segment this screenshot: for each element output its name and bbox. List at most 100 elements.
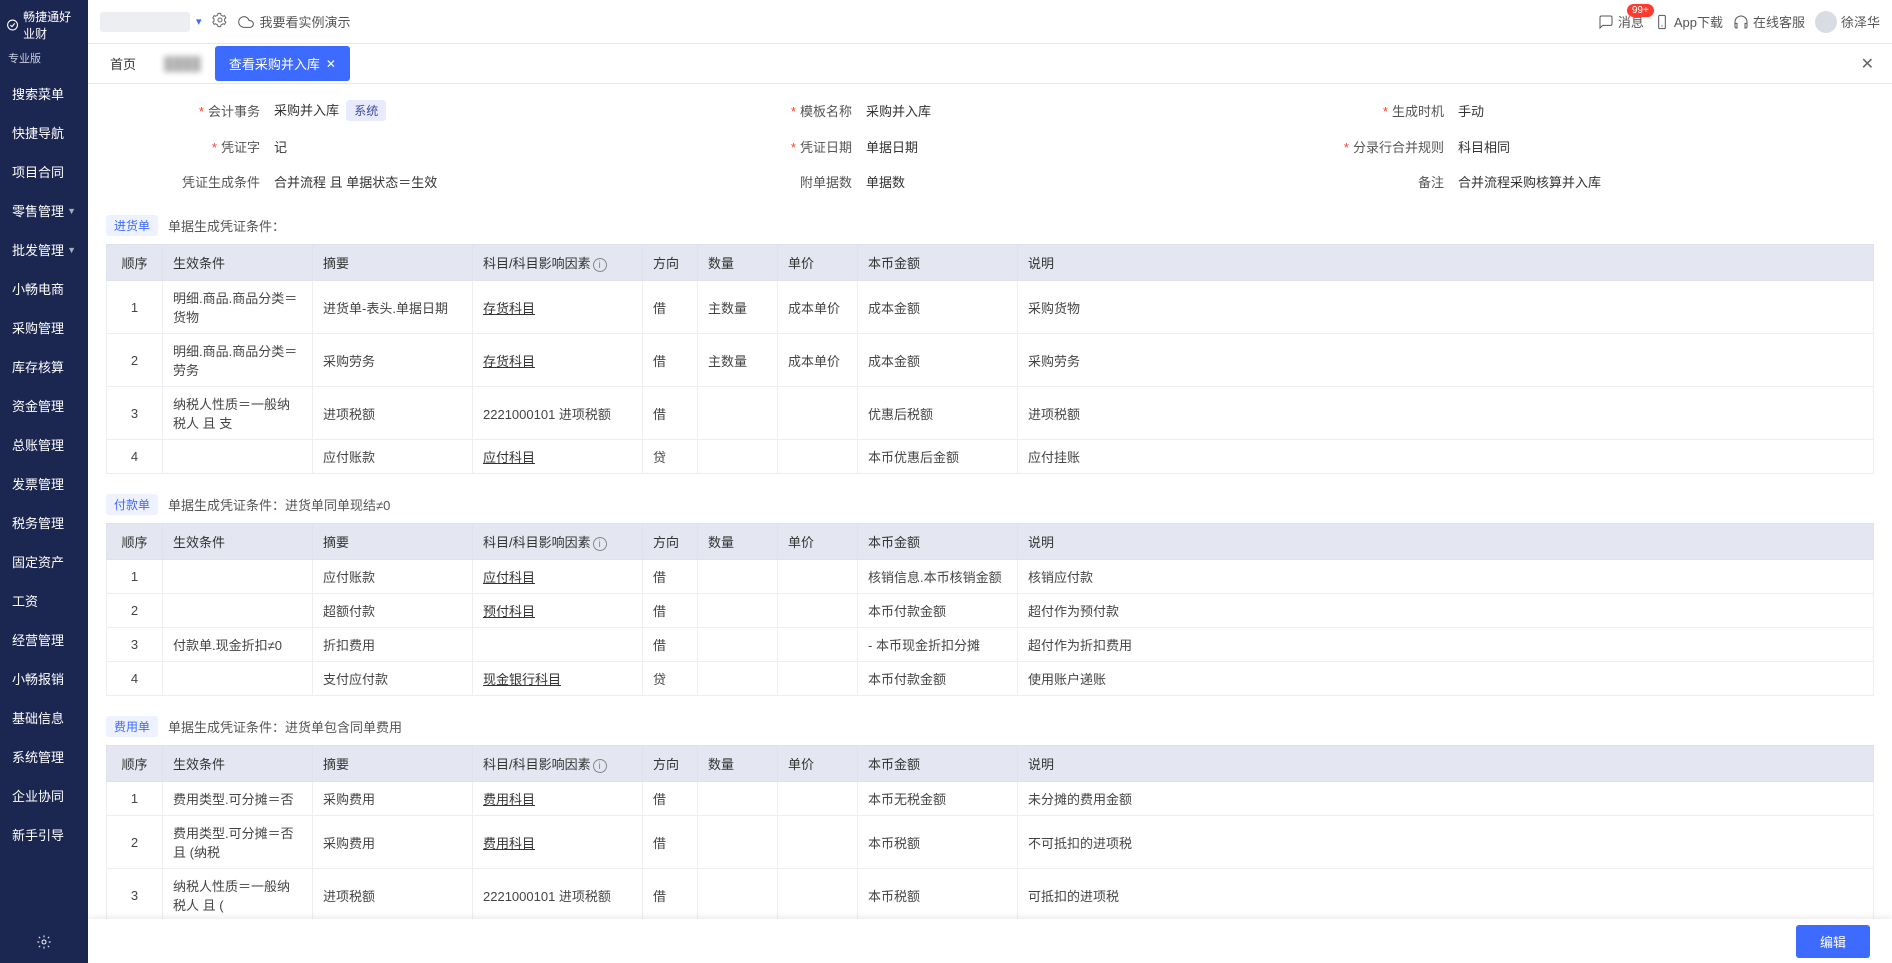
subject-link[interactable]: 应付科目: [483, 570, 535, 585]
sidebar-item-0[interactable]: 搜索菜单: [0, 74, 88, 113]
user-menu[interactable]: 徐泽华: [1815, 11, 1880, 33]
sidebar-item-label: 固定资产: [12, 552, 64, 571]
cell-summary: 应付账款: [313, 560, 473, 594]
subject-link[interactable]: 现金银行科目: [483, 672, 561, 687]
subject-link[interactable]: 应付科目: [483, 450, 535, 465]
sidebar-item-8[interactable]: 资金管理: [0, 386, 88, 425]
cell-cond: 付款单.现金折扣≠0: [163, 628, 313, 662]
cell-seq: 2: [107, 816, 163, 869]
cell-dir: 贷: [643, 662, 698, 696]
label-template: 模板名称: [698, 101, 858, 120]
cell-desc: 使用账户递账: [1018, 662, 1874, 696]
headset-icon: [1733, 14, 1749, 30]
messages[interactable]: 消息 99+: [1598, 12, 1644, 31]
subject-link[interactable]: 存货科目: [483, 301, 535, 316]
tab-redacted[interactable]: ████: [150, 48, 215, 79]
sidebar-item-14[interactable]: 经营管理: [0, 620, 88, 659]
footer-bar: 编辑: [88, 919, 1892, 963]
label-affair: 会计事务: [106, 101, 266, 120]
cell-dir: 借: [643, 628, 698, 662]
cell-cond: [163, 662, 313, 696]
cell-price: [778, 816, 858, 869]
sidebar-item-7[interactable]: 库存核算: [0, 347, 88, 386]
cell-amount: - 本币现金折扣分摊: [858, 628, 1018, 662]
sidebar-item-3[interactable]: 零售管理▼: [0, 191, 88, 230]
sidebar-item-15[interactable]: 小畅报销: [0, 659, 88, 698]
tab-active[interactable]: 查看采购并入库 ✕: [215, 46, 350, 81]
cell-cond: [163, 440, 313, 474]
message-icon: [1598, 14, 1614, 30]
section-cond: 单据生成凭证条件：进货单包含同单费用: [168, 717, 402, 736]
sidebar-item-18[interactable]: 企业协同: [0, 776, 88, 815]
sidebar-item-13[interactable]: 工资: [0, 581, 88, 620]
tab-active-label: 查看采购并入库: [229, 54, 320, 73]
cell-seq: 3: [107, 628, 163, 662]
cell-desc: 超付作为折扣费用: [1018, 628, 1874, 662]
sidebar-item-label: 项目合同: [12, 162, 64, 181]
label-voucher-date: 凭证日期: [698, 137, 858, 156]
cell-summary: 超额付款: [313, 594, 473, 628]
cell-summary: 应付账款: [313, 440, 473, 474]
col-subject: 科目/科目影响因素i: [473, 524, 643, 560]
close-all-tabs[interactable]: ✕: [1851, 48, 1884, 80]
cell-subject: [473, 628, 643, 662]
col-seq: 顺序: [107, 746, 163, 782]
col-qty: 数量: [698, 524, 778, 560]
subject-link[interactable]: 费用科目: [483, 792, 535, 807]
edit-button[interactable]: 编辑: [1796, 925, 1870, 958]
sidebar-item-17[interactable]: 系统管理: [0, 737, 88, 776]
cell-amount: 本币优惠后金额: [858, 440, 1018, 474]
cell-price: [778, 782, 858, 816]
section-cond: 单据生成凭证条件：进货单同单现结≠0: [168, 495, 390, 514]
cell-price: [778, 869, 858, 922]
col-subject: 科目/科目影响因素i: [473, 746, 643, 782]
sidebar-item-6[interactable]: 采购管理: [0, 308, 88, 347]
table-row: 1明细.商品.商品分类＝货物进货单-表头.单据日期存货科目借主数量成本单价成本金…: [107, 281, 1874, 334]
phone-icon: [1654, 14, 1670, 30]
cell-summary: 进货单-表头.单据日期: [313, 281, 473, 334]
demo-link[interactable]: 我要看实例演示: [238, 12, 351, 31]
info-icon[interactable]: i: [593, 258, 607, 272]
table-row: 2明细.商品.商品分类＝劳务采购劳务存货科目借主数量成本单价成本金额采购劳务: [107, 334, 1874, 387]
org-selector[interactable]: ▾: [100, 12, 202, 32]
cell-summary: 进项税额: [313, 387, 473, 440]
cell-subject: 应付科目: [473, 440, 643, 474]
tabbar: 首页 ████ 查看采购并入库 ✕ ✕: [88, 44, 1892, 84]
gear-icon: [36, 934, 52, 950]
sidebar-item-4[interactable]: 批发管理▼: [0, 230, 88, 269]
subject-link[interactable]: 费用科目: [483, 836, 535, 851]
cell-dir: 借: [643, 782, 698, 816]
info-icon[interactable]: i: [593, 759, 607, 773]
subject-link[interactable]: 存货科目: [483, 354, 535, 369]
sidebar-item-2[interactable]: 项目合同: [0, 152, 88, 191]
sidebar-item-9[interactable]: 总账管理: [0, 425, 88, 464]
info-icon[interactable]: i: [593, 537, 607, 551]
cell-qty: 主数量: [698, 334, 778, 387]
close-icon[interactable]: ✕: [326, 57, 336, 71]
sidebar-item-19[interactable]: 新手引导: [0, 815, 88, 854]
col-summary: 摘要: [313, 746, 473, 782]
label-voucher-word: 凭证字: [106, 137, 266, 156]
col-qty: 数量: [698, 245, 778, 281]
cell-qty: [698, 440, 778, 474]
cell-price: [778, 594, 858, 628]
sidebar-item-10[interactable]: 发票管理: [0, 464, 88, 503]
table-row: 1费用类型.可分摊＝否采购费用费用科目借本币无税金额未分摊的费用金额: [107, 782, 1874, 816]
online-service[interactable]: 在线客服: [1733, 12, 1805, 31]
cell-price: 成本单价: [778, 281, 858, 334]
topbar: ▾ 我要看实例演示 消息 99+ App下载 在线客服: [88, 0, 1892, 44]
col-desc: 说明: [1018, 524, 1874, 560]
sidebar-item-16[interactable]: 基础信息: [0, 698, 88, 737]
sidebar-item-1[interactable]: 快捷导航: [0, 113, 88, 152]
org-settings[interactable]: [212, 12, 228, 31]
sidebar-item-5[interactable]: 小畅电商: [0, 269, 88, 308]
cell-price: [778, 560, 858, 594]
tab-home[interactable]: 首页: [96, 46, 150, 81]
sidebar-settings[interactable]: [0, 924, 88, 963]
sidebar-item-11[interactable]: 税务管理: [0, 503, 88, 542]
cell-subject: 2221000101 进项税额: [473, 387, 643, 440]
cell-price: [778, 387, 858, 440]
app-download[interactable]: App下载: [1654, 12, 1723, 31]
subject-link[interactable]: 预付科目: [483, 604, 535, 619]
sidebar-item-12[interactable]: 固定资产: [0, 542, 88, 581]
